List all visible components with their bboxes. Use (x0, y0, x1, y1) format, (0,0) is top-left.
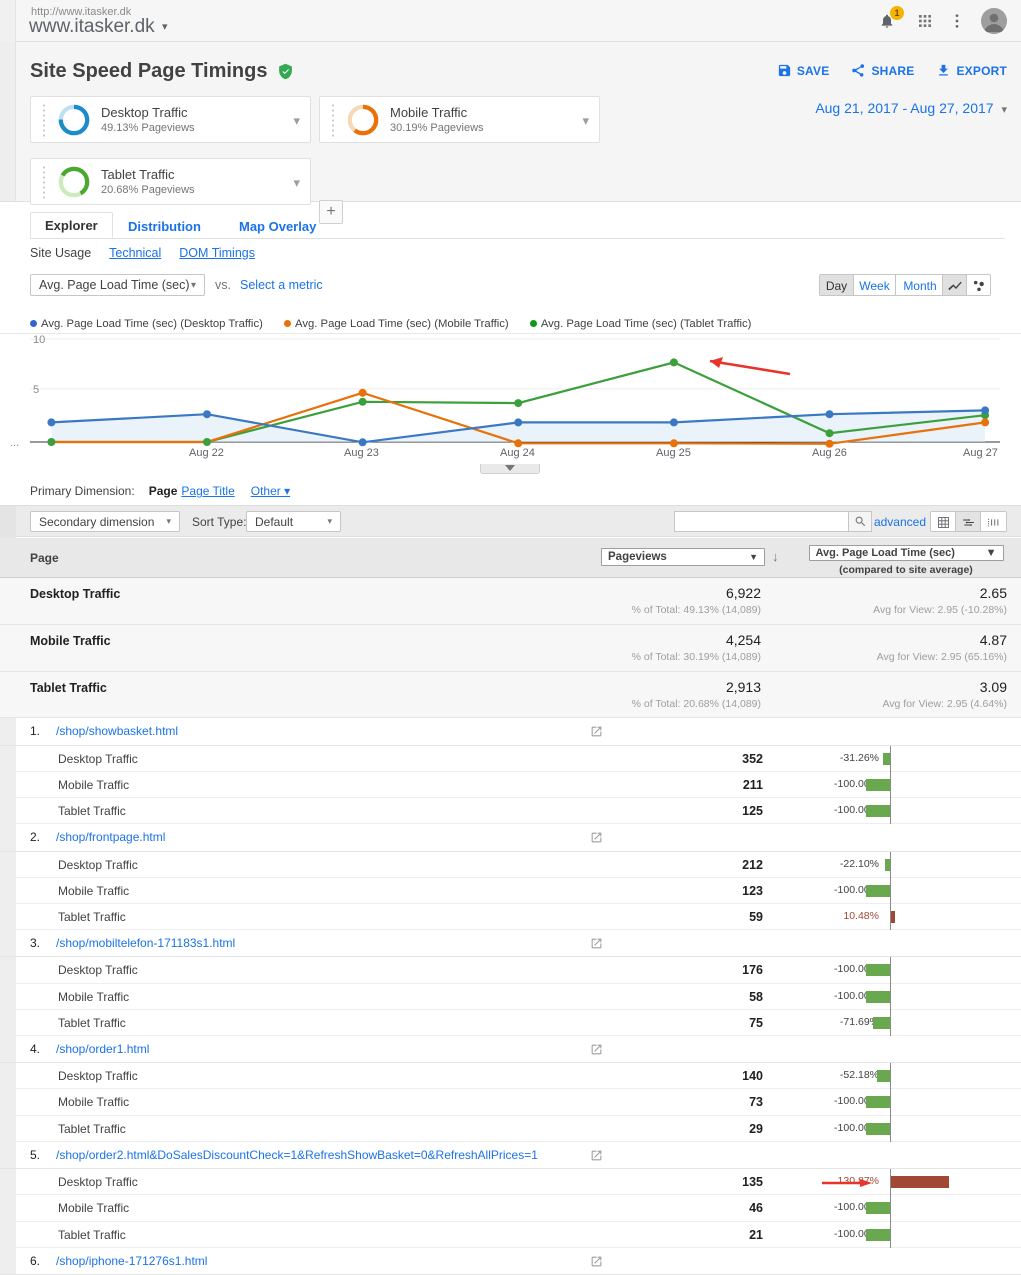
svg-text:Aug 23: Aug 23 (344, 447, 379, 459)
svg-text:Aug 25: Aug 25 (656, 447, 691, 459)
svg-text:Aug 26: Aug 26 (812, 447, 847, 459)
svg-text:Aug 24: Aug 24 (500, 447, 535, 459)
svg-text:Aug 27: Aug 27 (963, 447, 998, 459)
svg-text:Aug 22: Aug 22 (189, 447, 224, 459)
svg-text:10: 10 (33, 334, 45, 346)
svg-text:5: 5 (33, 384, 39, 396)
svg-text:...: ... (10, 437, 19, 449)
